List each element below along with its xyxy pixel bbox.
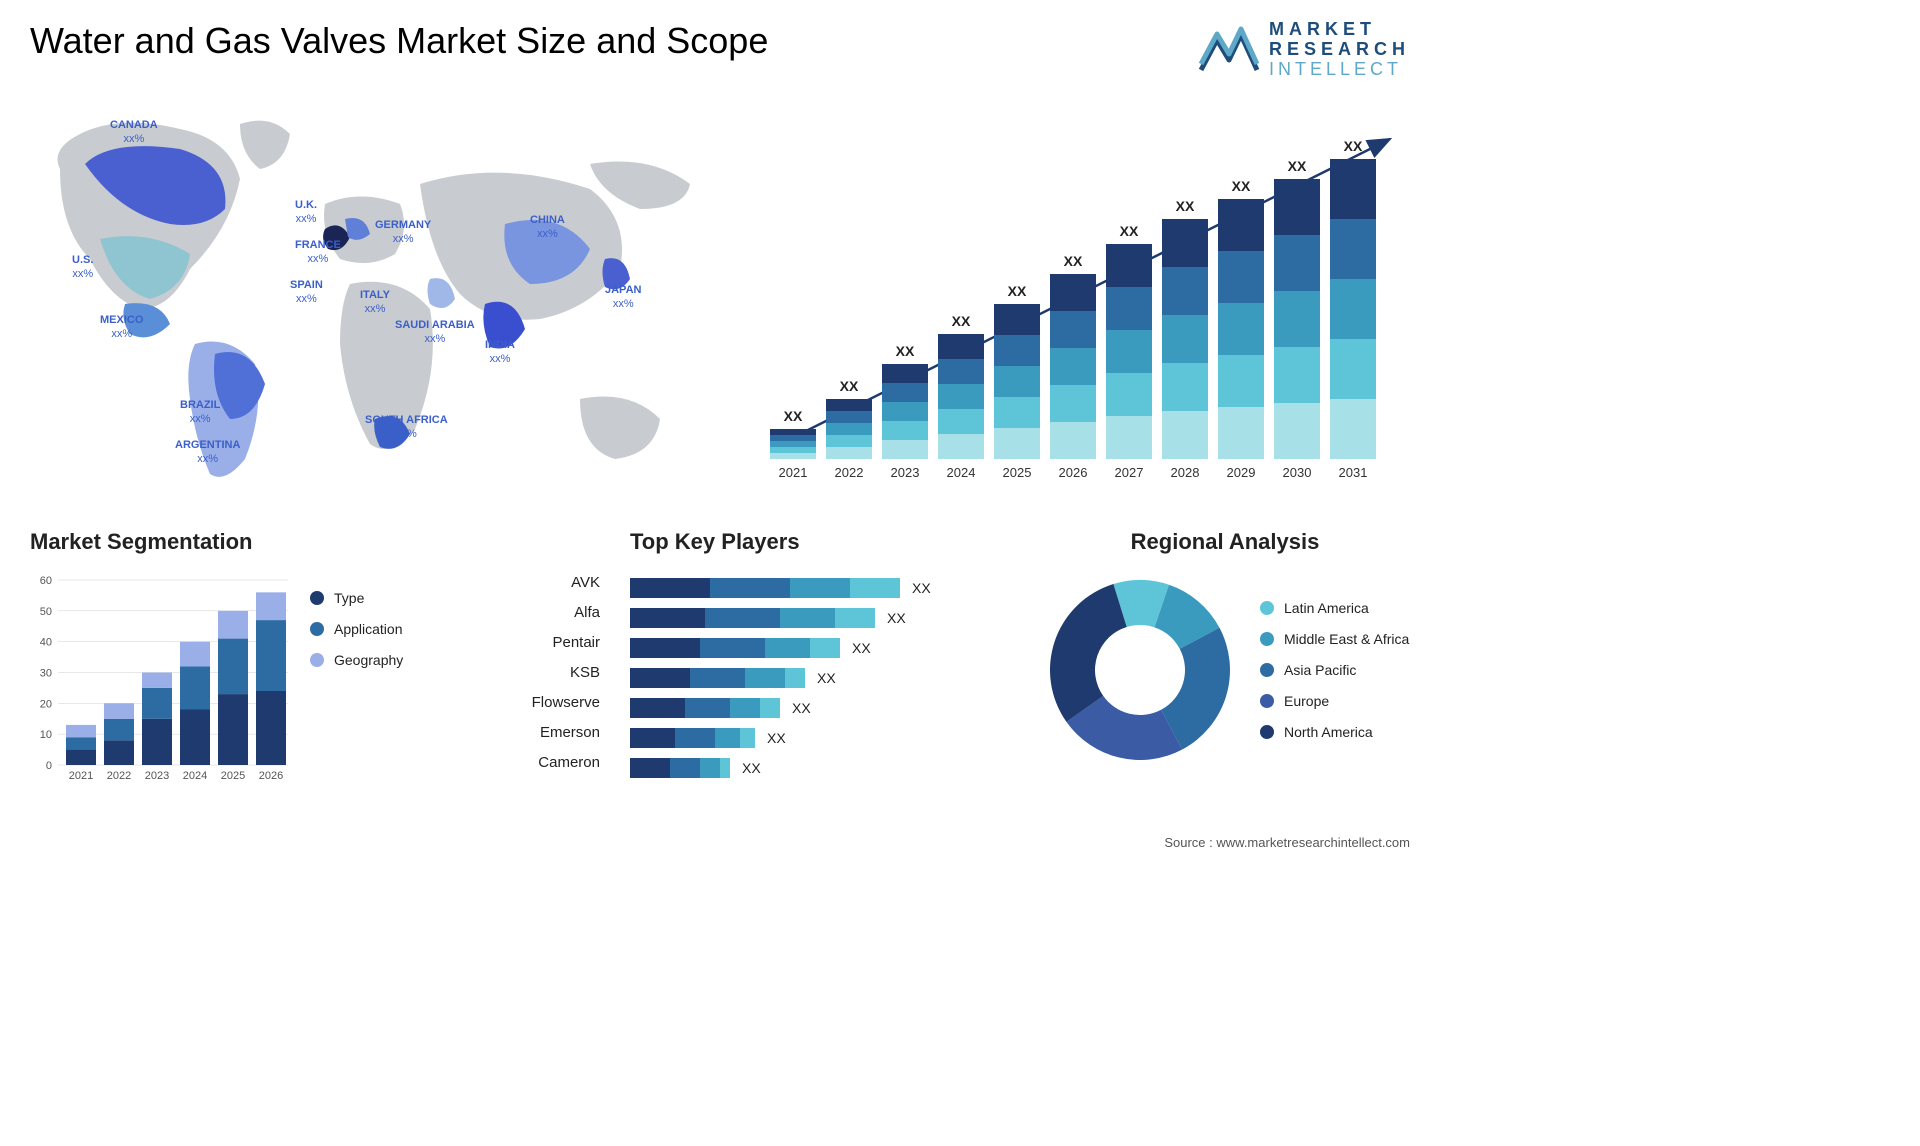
svg-text:2026: 2026 bbox=[1059, 465, 1088, 480]
company-flowserve: Flowserve bbox=[480, 694, 600, 711]
svg-text:2025: 2025 bbox=[1003, 465, 1032, 480]
page-title: Water and Gas Valves Market Size and Sco… bbox=[30, 20, 768, 62]
map-label-spain: SPAINxx% bbox=[290, 279, 323, 305]
map-label-saudiarabia: SAUDI ARABIAxx% bbox=[395, 319, 475, 345]
regional-donut bbox=[1040, 570, 1240, 770]
company-alfa: Alfa bbox=[480, 604, 600, 621]
logo-text-3: INTELLECT bbox=[1269, 60, 1410, 80]
map-label-brazil: BRAZILxx% bbox=[180, 399, 220, 425]
svg-text:0: 0 bbox=[46, 760, 52, 772]
map-label-italy: ITALYxx% bbox=[360, 289, 390, 315]
svg-text:XX: XX bbox=[1064, 253, 1083, 269]
svg-text:60: 60 bbox=[40, 575, 52, 587]
svg-text:50: 50 bbox=[40, 606, 52, 618]
svg-text:XX: XX bbox=[784, 408, 803, 424]
svg-text:2022: 2022 bbox=[835, 465, 864, 480]
world-map: CANADAxx% U.S.xx% MEXICOxx% BRAZILxx% ARGENT… bbox=[30, 99, 710, 499]
region-legend-north-america: North America bbox=[1260, 724, 1409, 740]
company-list: AVK Alfa Pentair KSB Flowserve Emerson Cameron bbox=[480, 529, 600, 785]
map-label-germany: GERMANYxx% bbox=[375, 219, 431, 245]
map-label-southafrica: SOUTH AFRICAxx% bbox=[365, 414, 448, 440]
svg-text:2030: 2030 bbox=[1283, 465, 1312, 480]
svg-text:XX: XX bbox=[1008, 283, 1027, 299]
svg-text:2029: 2029 bbox=[1227, 465, 1256, 480]
svg-text:XX: XX bbox=[1120, 223, 1139, 239]
seg-legend-geography: Geography bbox=[310, 652, 403, 668]
svg-text:XX: XX bbox=[840, 378, 859, 394]
segmentation-title: Market Segmentation bbox=[30, 529, 450, 555]
company-cameron: Cameron bbox=[480, 754, 600, 771]
svg-text:XX: XX bbox=[1344, 138, 1363, 154]
segmentation-chart: 0 10 20 30 40 50 60 2021 2022 2023 2024 2025 2026 bbox=[30, 570, 290, 785]
svg-text:XX: XX bbox=[887, 610, 906, 626]
svg-text:2023: 2023 bbox=[145, 770, 169, 782]
map-label-france: FRANCExx% bbox=[295, 239, 341, 265]
svg-text:2024: 2024 bbox=[947, 465, 976, 480]
source-text: Source : www.marketresearchintellect.com bbox=[1164, 835, 1410, 850]
company-ksb: KSB bbox=[480, 664, 600, 681]
svg-text:XX: XX bbox=[767, 730, 786, 746]
players-chart: XX XX XX XX XX XX XX bbox=[630, 570, 1010, 785]
svg-text:XX: XX bbox=[852, 640, 871, 656]
svg-text:30: 30 bbox=[40, 668, 52, 680]
brand-logo: MARKET RESEARCH INTELLECT bbox=[1199, 20, 1410, 79]
svg-text:XX: XX bbox=[912, 580, 931, 596]
svg-text:2027: 2027 bbox=[1115, 465, 1144, 480]
seg-legend-application: Application bbox=[310, 621, 403, 637]
regional-legend: Latin America Middle East & Africa Asia Pa… bbox=[1260, 600, 1409, 740]
company-avk: AVK bbox=[480, 574, 600, 591]
svg-text:2021: 2021 bbox=[779, 465, 808, 480]
region-legend-middle-east---africa: Middle East & Africa bbox=[1260, 631, 1409, 647]
svg-text:2028: 2028 bbox=[1171, 465, 1200, 480]
svg-text:2024: 2024 bbox=[183, 770, 207, 782]
svg-text:XX: XX bbox=[1288, 158, 1307, 174]
svg-text:2026: 2026 bbox=[259, 770, 283, 782]
map-label-canada: CANADAxx% bbox=[110, 119, 158, 145]
svg-text:2025: 2025 bbox=[221, 770, 245, 782]
logo-text-2: RESEARCH bbox=[1269, 40, 1410, 60]
region-legend-latin-america: Latin America bbox=[1260, 600, 1409, 616]
company-pentair: Pentair bbox=[480, 634, 600, 651]
players-title: Top Key Players bbox=[630, 529, 1010, 555]
svg-text:40: 40 bbox=[40, 637, 52, 649]
svg-text:2031: 2031 bbox=[1339, 465, 1368, 480]
svg-text:10: 10 bbox=[40, 730, 52, 742]
segmentation-legend: Type Application Geography bbox=[310, 570, 403, 785]
svg-text:20: 20 bbox=[40, 699, 52, 711]
svg-text:XX: XX bbox=[952, 313, 971, 329]
svg-text:XX: XX bbox=[1232, 178, 1251, 194]
region-legend-europe: Europe bbox=[1260, 693, 1409, 709]
seg-legend-type: Type bbox=[310, 590, 403, 606]
map-label-mexico: MEXICOxx% bbox=[100, 314, 143, 340]
logo-icon bbox=[1199, 25, 1259, 75]
svg-text:XX: XX bbox=[792, 700, 811, 716]
svg-text:2022: 2022 bbox=[107, 770, 131, 782]
map-label-india: INDIAxx% bbox=[485, 339, 515, 365]
svg-text:XX: XX bbox=[742, 760, 761, 776]
map-label-us: U.S.xx% bbox=[72, 254, 93, 280]
svg-text:2021: 2021 bbox=[69, 770, 93, 782]
svg-text:XX: XX bbox=[896, 343, 915, 359]
svg-text:XX: XX bbox=[1176, 198, 1195, 214]
growth-chart: XX 2021 XX 2022 XX 2023 XX 2024 XX 2025 XX 2026 XX 20… bbox=[750, 99, 1420, 499]
map-label-argentina: ARGENTINAxx% bbox=[175, 439, 240, 465]
regional-title: Regional Analysis bbox=[1040, 529, 1410, 555]
map-label-japan: JAPANxx% bbox=[605, 284, 641, 310]
svg-text:XX: XX bbox=[817, 670, 836, 686]
map-label-uk: U.K.xx% bbox=[295, 199, 317, 225]
map-label-china: CHINAxx% bbox=[530, 214, 565, 240]
svg-text:2023: 2023 bbox=[891, 465, 920, 480]
logo-text-1: MARKET bbox=[1269, 20, 1410, 40]
region-legend-asia-pacific: Asia Pacific bbox=[1260, 662, 1409, 678]
company-emerson: Emerson bbox=[480, 724, 600, 741]
